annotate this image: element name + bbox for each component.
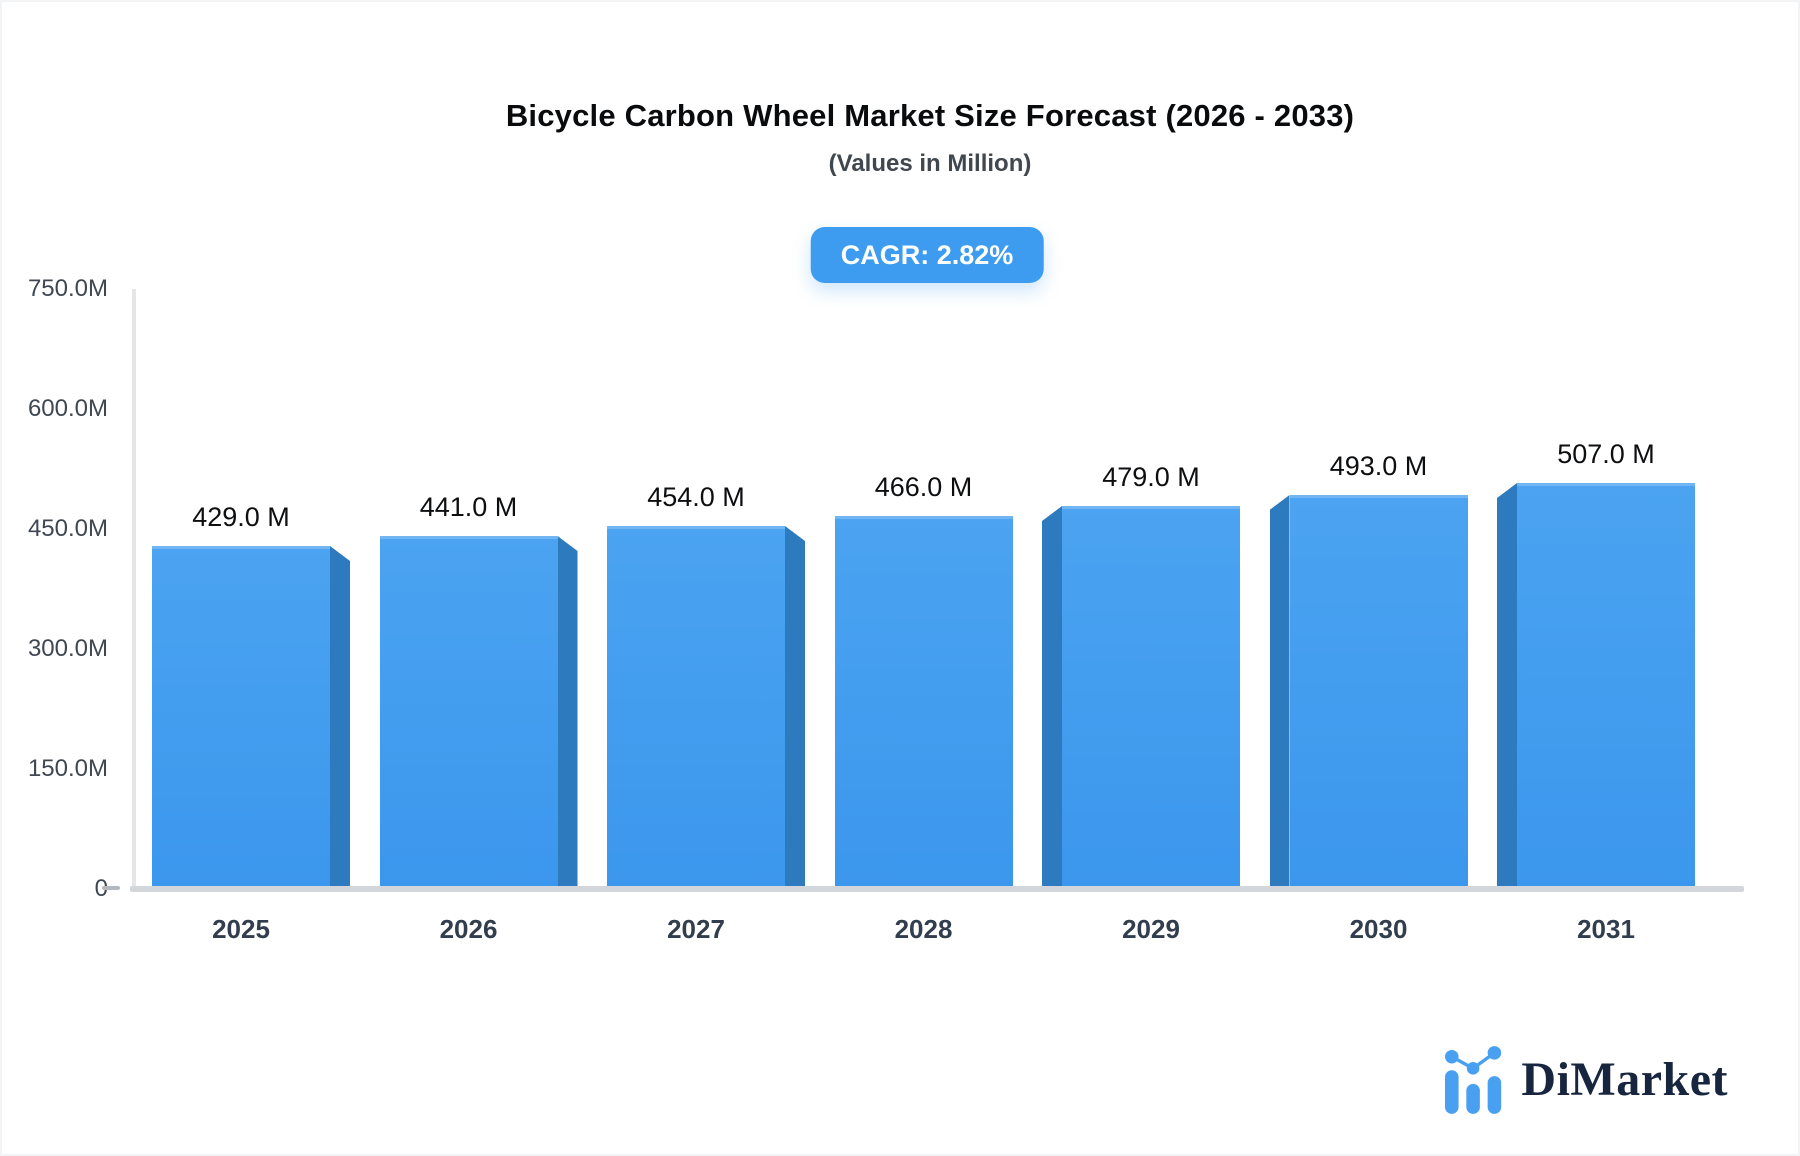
x-axis-year-label: 2031	[1577, 914, 1635, 944]
chart-title: Bicycle Carbon Wheel Market Size Forecas…	[505, 98, 1355, 133]
bar-side-face	[1042, 506, 1062, 889]
y-tick-mark	[102, 886, 120, 890]
bar-2030	[1289, 495, 1468, 889]
bar-value-label: 454.0 M	[647, 482, 745, 512]
bar-side-face	[330, 546, 350, 889]
bar-2027	[607, 526, 785, 889]
y-tick-label: 0	[0, 875, 108, 903]
bar-2025	[152, 546, 330, 889]
x-axis-year-label: 2029	[1122, 914, 1180, 944]
bar-side-face	[785, 526, 805, 889]
x-axis-baseline	[130, 886, 1744, 892]
brand-name: DiMarket	[1521, 1052, 1728, 1106]
y-tick-label: 750.0M	[27, 275, 108, 302]
chart-subtitle: (Values in Million)	[828, 150, 1032, 177]
y-tick-label: 150.0M	[27, 755, 108, 782]
bar-2031	[1517, 483, 1695, 889]
bar-value-label: 441.0 M	[419, 492, 518, 522]
x-axis-year-label: 2027	[667, 914, 725, 944]
bar-2029	[1062, 506, 1240, 889]
dimarket-logo-icon	[1445, 1046, 1502, 1114]
x-axis-year-label: 2030	[1349, 914, 1408, 944]
bar-2028	[834, 516, 1013, 889]
x-axis-year-label: 2028	[894, 914, 953, 944]
y-axis-line	[132, 289, 136, 892]
bar-value-label: 507.0 M	[1557, 439, 1655, 469]
y-tick-label: 300.0M	[27, 635, 108, 662]
bar-value-label: 493.0 M	[1329, 451, 1428, 481]
bar-value-label: 466.0 M	[874, 472, 973, 502]
x-axis-year-label: 2026	[439, 914, 498, 944]
brand-footer: DiMarket	[1445, 1044, 1728, 1114]
bar-side-face	[557, 536, 578, 889]
bar-value-label: 479.0 M	[1102, 462, 1200, 492]
y-tick-label: 600.0M	[27, 395, 108, 422]
x-axis-year-label: 2025	[212, 914, 270, 944]
bar-2026	[379, 536, 558, 889]
cagr-badge: CAGR: 2.82%	[810, 227, 1044, 283]
bar-side-face	[1497, 483, 1517, 889]
bar-side-face	[1269, 495, 1290, 889]
y-tick-label: 450.0M	[27, 515, 108, 542]
bar-value-label: 429.0 M	[192, 502, 290, 532]
